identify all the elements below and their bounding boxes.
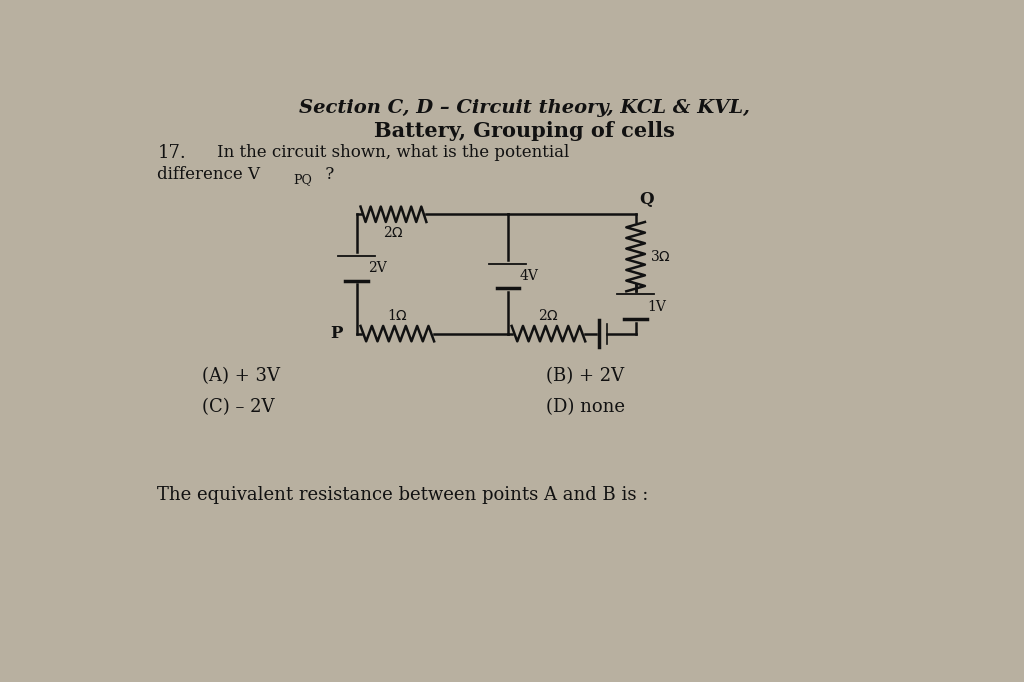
Text: 2$\Omega$: 2$\Omega$ [538,308,559,323]
Text: (C) – 2V: (C) – 2V [202,398,274,416]
Text: PQ: PQ [293,173,312,186]
Text: 1$\Omega$: 1$\Omega$ [387,308,408,323]
Text: P: P [331,325,343,342]
Text: 17.: 17. [158,144,186,162]
Text: 4V: 4V [519,269,539,283]
Text: 2V: 2V [369,261,387,275]
Text: 1V: 1V [647,299,667,314]
Text: 3$\Omega$: 3$\Omega$ [649,249,671,264]
Text: In the circuit shown, what is the potential: In the circuit shown, what is the potent… [217,144,569,161]
Text: The equivalent resistance between points A and B is :: The equivalent resistance between points… [158,486,649,504]
Text: Q: Q [640,191,654,208]
Text: Battery, Grouping of cells: Battery, Grouping of cells [375,121,675,141]
Text: (A) + 3V: (A) + 3V [202,367,280,385]
Text: difference V: difference V [158,166,260,183]
Text: 2$\Omega$: 2$\Omega$ [383,225,403,240]
Text: (B) + 2V: (B) + 2V [547,367,625,385]
Text: (D) none: (D) none [547,398,626,416]
Text: ?: ? [321,166,335,183]
Text: Section C, D – Circuit theory, KCL & KVL,: Section C, D – Circuit theory, KCL & KVL… [299,99,751,117]
